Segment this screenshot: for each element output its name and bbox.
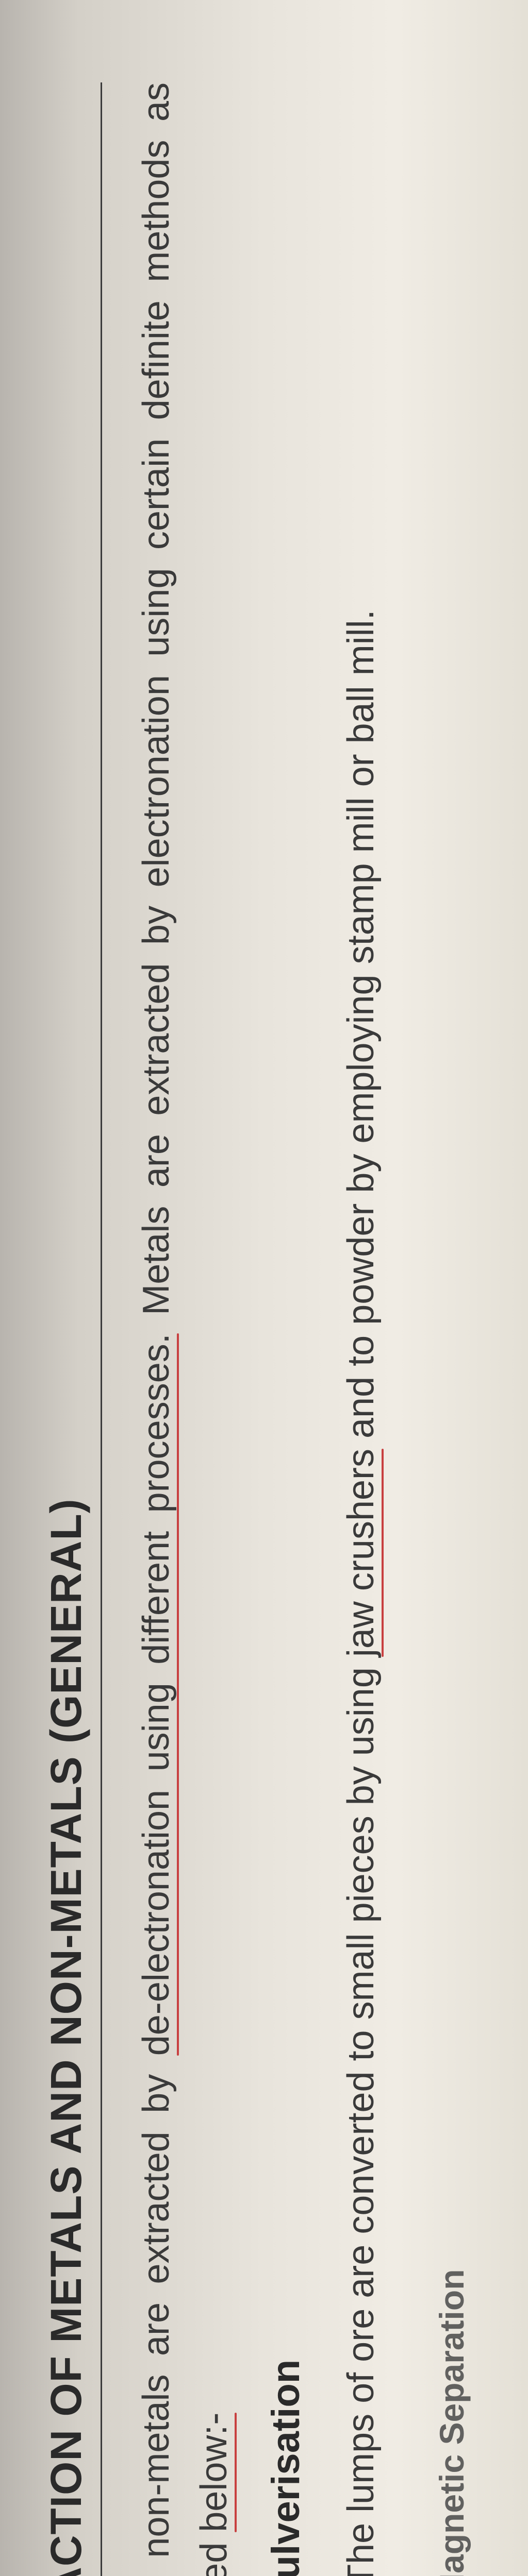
body-suffix: and to powder by employing stamp mill or… [340,609,382,1449]
list-heading: Pulverisation [263,2360,308,2576]
intro-underlined-phrase: de-electronation using different process… [136,1333,177,2056]
list-heading-row: (i) Pulverisation [263,82,308,2576]
body-underlined-phrase: jaw crushers [340,1449,382,1657]
cutoff-heading: Magnetic Separation [432,2269,471,2576]
intro-text-prefix: Different non-metals are extracted by [136,2056,177,2576]
title-section: EXTRACTION OF METALS AND NON-METALS (GEN… [41,82,102,2576]
list-body: The lumps of ore are converted to small … [332,82,391,2576]
list-item-pulverisation: (i) Pulverisation The lumps of ore are c… [263,82,391,2576]
intro-suffix-underlined: below:- [193,2413,235,2532]
list-item-cutoff: (ii) Magnetic Separation [432,82,471,2576]
body-prefix: The lumps of ore are converted to small … [340,1657,382,2576]
intro-paragraph: Different non-metals are extracted by de… [128,82,243,2576]
page-title: EXTRACTION OF METALS AND NON-METALS (GEN… [41,82,91,2576]
